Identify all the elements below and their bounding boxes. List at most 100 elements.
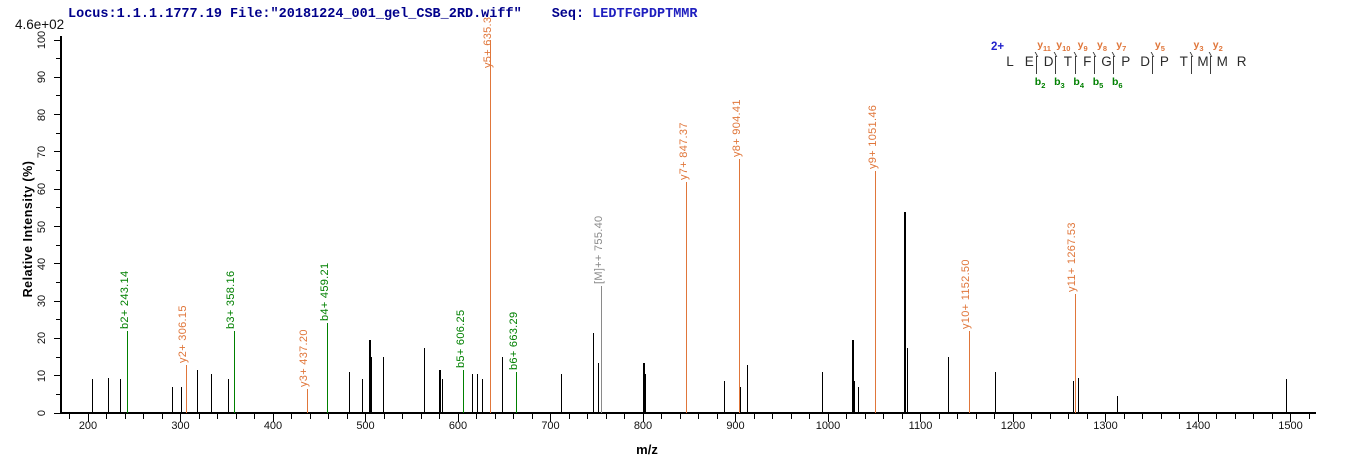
x-tick: [87, 414, 89, 422]
x-tick: [1234, 414, 1236, 419]
y-ion-label: y9: [1077, 39, 1088, 54]
x-tick: [346, 414, 348, 419]
y-ion-label: y7: [1116, 39, 1127, 54]
y-tick: [54, 188, 61, 190]
y-tick: [56, 356, 61, 358]
b-ion-peak-label: b3+ 358.16: [225, 270, 238, 329]
x-tick: [809, 414, 810, 419]
y-tick-label: 10: [36, 369, 48, 382]
y-tick-label: 20: [36, 332, 48, 345]
peak: [211, 373, 213, 413]
y-tick-label: 60: [36, 183, 48, 196]
x-tick: [198, 414, 200, 419]
x-tick-label: 500: [356, 420, 375, 432]
x-tick: [735, 414, 736, 422]
y-tick: [54, 39, 61, 41]
x-tick: [790, 414, 792, 419]
y-ion-peak: [875, 170, 877, 413]
x-tick: [1271, 414, 1273, 419]
y-tick-label: 80: [36, 108, 48, 121]
fragmentation-mark: [1110, 52, 1120, 74]
residue-letter: L: [1006, 54, 1014, 69]
b-ion-peak-label: b5+ 606.25: [454, 309, 467, 369]
peak: [645, 373, 647, 413]
x-tick: [383, 414, 385, 419]
x-tick: [291, 414, 292, 419]
y-axis-max-intensity-label: 4.6e+02: [15, 17, 65, 32]
x-tick: [513, 414, 514, 419]
x-tick-label: 600: [448, 420, 468, 432]
y-ion-peak-label: y3+ 437.20: [298, 329, 311, 387]
b-ion-label: b3: [1054, 76, 1065, 91]
x-tick: [827, 414, 829, 422]
y-tick-label: 30: [36, 294, 48, 308]
precursor-charge-label: 2+: [991, 41, 1005, 53]
x-tick: [457, 414, 459, 422]
peak: [1072, 381, 1074, 413]
x-tick: [476, 414, 477, 419]
residue-letter: E: [1024, 54, 1034, 69]
residue-letter: P: [1159, 54, 1169, 69]
y-axis-line: [60, 36, 62, 414]
y-tick: [54, 114, 61, 116]
x-tick: [920, 414, 921, 422]
x-tick-label: 1200: [1000, 420, 1026, 432]
y-ion-peak: [306, 388, 308, 413]
peak: [854, 381, 856, 413]
y-ion-peak-label: y9+ 1051.46: [866, 104, 879, 169]
x-tick: [531, 414, 533, 419]
y-ion-peak-label: y7+ 847.37: [677, 121, 690, 180]
peak: [119, 379, 121, 413]
y-ion-peak: [739, 159, 741, 413]
seq-label: Seq:: [551, 7, 585, 22]
y-tick-label: 50: [36, 220, 48, 233]
x-tick-label: 1400: [1185, 420, 1211, 432]
x-tick: [883, 414, 884, 419]
x-tick: [679, 414, 681, 419]
peak: [994, 371, 996, 413]
y-tick: [54, 76, 61, 78]
x-tick: [550, 414, 551, 422]
x-tick: [994, 414, 995, 419]
residue-letter: R: [1236, 54, 1247, 69]
x-tick-label: 300: [171, 420, 190, 432]
y-ion-peak: [185, 364, 187, 413]
x-tick: [1142, 414, 1143, 419]
y-tick: [56, 95, 61, 97]
x-tick: [106, 414, 107, 419]
y-ion-label: y8: [1096, 39, 1107, 54]
x-tick: [143, 414, 144, 419]
x-tick: [1123, 414, 1125, 419]
x-tick: [439, 414, 440, 419]
x-tick: [402, 414, 403, 419]
y-tick-label: 100: [36, 30, 48, 50]
fragmentation-mark: [1091, 52, 1101, 74]
peak: [439, 370, 441, 413]
x-tick: [772, 414, 773, 419]
y-tick: [56, 207, 61, 209]
x-tick: [272, 414, 274, 422]
peak: [858, 386, 860, 413]
x-tick-label: 1100: [908, 420, 933, 432]
x-tick-label: 1300: [1093, 420, 1118, 432]
fragmentation-mark: [1072, 52, 1082, 74]
peak: [723, 381, 725, 413]
x-tick-label: 800: [633, 420, 653, 432]
peak: [196, 370, 198, 413]
peak: [592, 332, 594, 413]
fragmentation-mark: [1188, 52, 1197, 74]
precursor-peak-label: [M]++ 755.40: [592, 215, 605, 285]
x-tick: [605, 414, 607, 419]
x-tick: [1049, 414, 1051, 419]
y-tick: [54, 412, 61, 414]
x-axis-line: [60, 412, 1316, 414]
y-tick: [54, 226, 61, 227]
residue-letter: P: [1121, 54, 1131, 69]
y-ion-peak: [686, 181, 688, 413]
y-ion-peak-label: y5+ 635.3: [481, 16, 494, 68]
peak: [561, 373, 563, 413]
peak: [851, 340, 854, 413]
peak: [472, 373, 474, 413]
